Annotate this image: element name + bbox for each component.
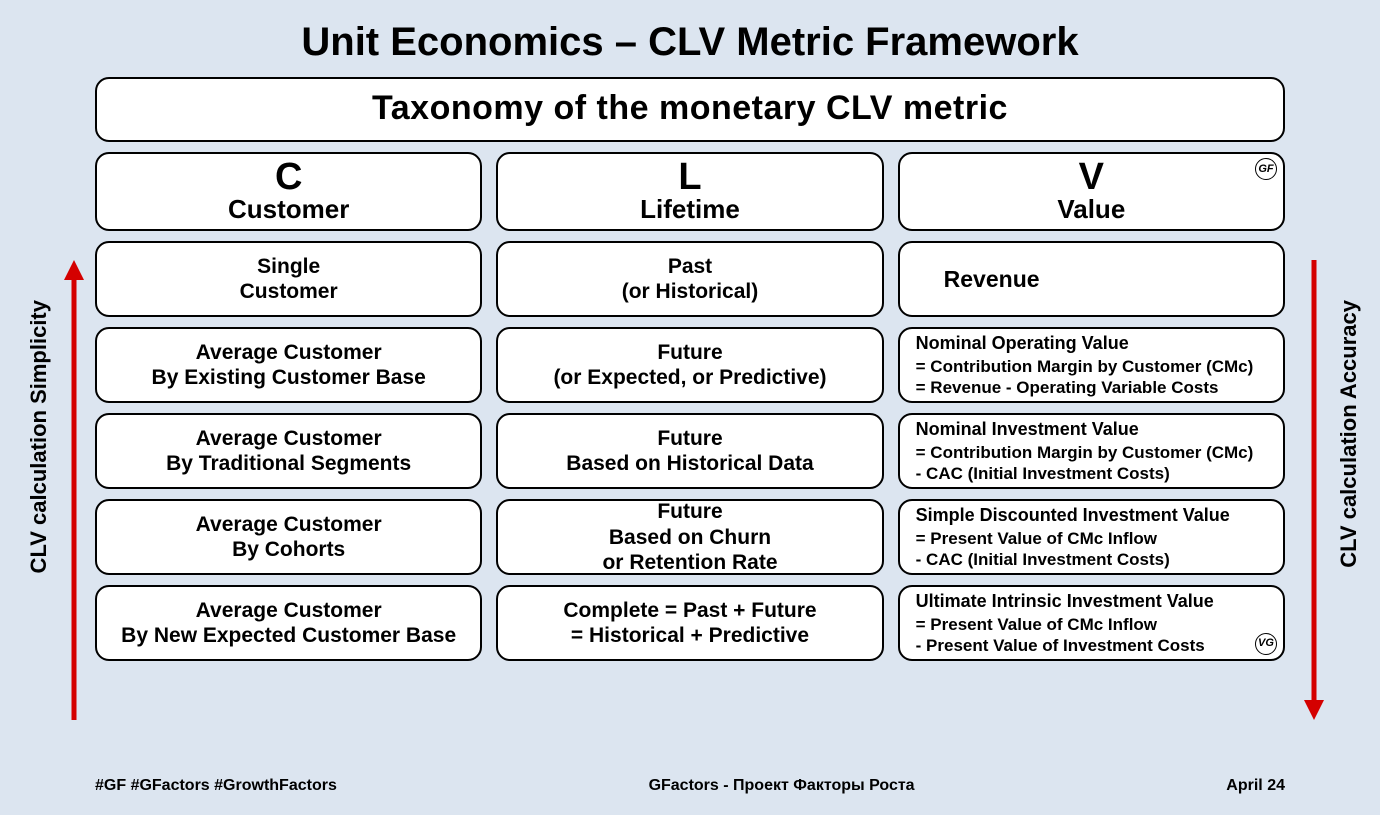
cell-line: By Cohorts [232, 537, 345, 563]
value-line: - CAC (Initial Investment Costs) [916, 549, 1269, 570]
col-word: Customer [97, 196, 480, 223]
lifetime-cell-4: Complete = Past + Future = Historical + … [496, 585, 883, 661]
cell-line: Complete = Past + Future [563, 598, 816, 624]
footer-right: April 24 [1226, 777, 1285, 795]
cell-line: Average Customer [196, 598, 382, 624]
cell-line: By New Expected Customer Base [121, 623, 456, 649]
cell-line: Customer [240, 279, 338, 305]
customer-cell-4: Average Customer By New Expected Custome… [95, 585, 482, 661]
value-line: = Contribution Margin by Customer (CMc) [916, 442, 1269, 463]
col-header-lifetime: L Lifetime [496, 152, 883, 231]
footer-center: GFactors - Проект Факторы Роста [649, 777, 915, 795]
column-customer: C Customer Single Customer Average Custo… [95, 152, 482, 661]
value-line: = Revenue - Operating Variable Costs [916, 377, 1269, 398]
col-letter: V [900, 158, 1283, 196]
lifetime-cell-3: Future Based on Churn or Retention Rate [496, 499, 883, 575]
arrow-down-accuracy [1302, 260, 1326, 720]
col-header-value: V Value GF [898, 152, 1285, 231]
page-content: Unit Economics – CLV Metric Framework Ta… [95, 20, 1285, 661]
arrow-up-simplicity [62, 260, 86, 720]
customer-cell-3: Average Customer By Cohorts [95, 499, 482, 575]
taxonomy-bar: Taxonomy of the monetary CLV metric [95, 77, 1285, 142]
cell-line: By Existing Customer Base [152, 365, 426, 391]
lifetime-cell-0: Past (or Historical) [496, 241, 883, 317]
column-value: V Value GF Revenue Nominal Operating Val… [898, 152, 1285, 661]
columns-row: C Customer Single Customer Average Custo… [95, 152, 1285, 661]
value-line: = Present Value of CMc Inflow [916, 614, 1269, 635]
value-line: - CAC (Initial Investment Costs) [916, 463, 1269, 484]
col-word: Value [900, 196, 1283, 223]
cell-line: By Traditional Segments [166, 451, 411, 477]
cell-line: Based on Historical Data [566, 451, 813, 477]
cell-line: or Retention Rate [602, 550, 777, 576]
cell-line: Average Customer [196, 426, 382, 452]
value-cell-2: Nominal Investment Value = Contribution … [898, 413, 1285, 489]
customer-cell-2: Average Customer By Traditional Segments [95, 413, 482, 489]
cell-line: Single [257, 254, 320, 280]
cell-line: (or Expected, or Predictive) [553, 365, 826, 391]
value-title: Simple Discounted Investment Value [916, 504, 1269, 527]
cell-line: (or Historical) [622, 279, 759, 305]
value-line: - Present Value of Investment Costs [916, 635, 1269, 656]
value-cell-3: Simple Discounted Investment Value = Pre… [898, 499, 1285, 575]
badge-gf: GF [1255, 158, 1277, 180]
side-label-accuracy: CLV calculation Accuracy [1336, 300, 1362, 568]
value-cell-0: Revenue [898, 241, 1285, 317]
cell-line: Future [657, 340, 722, 366]
value-title: Ultimate Intrinsic Investment Value [916, 590, 1269, 613]
side-label-simplicity: CLV calculation Simplicity [26, 300, 52, 573]
cell-line: Based on Churn [609, 525, 771, 551]
col-letter: L [498, 158, 881, 196]
cell-line: Future [657, 426, 722, 452]
lifetime-cell-2: Future Based on Historical Data [496, 413, 883, 489]
value-title: Nominal Operating Value [916, 332, 1269, 355]
col-word: Lifetime [498, 196, 881, 223]
cell-line: Average Customer [196, 340, 382, 366]
value-line: = Contribution Margin by Customer (CMc) [916, 356, 1269, 377]
value-title: Nominal Investment Value [916, 418, 1269, 441]
value-title: Revenue [916, 265, 1269, 294]
lifetime-cell-1: Future (or Expected, or Predictive) [496, 327, 883, 403]
footer-left: #GF #GFactors #GrowthFactors [95, 777, 337, 795]
cell-line: = Historical + Predictive [571, 623, 809, 649]
value-cell-1: Nominal Operating Value = Contribution M… [898, 327, 1285, 403]
customer-cell-0: Single Customer [95, 241, 482, 317]
col-header-customer: C Customer [95, 152, 482, 231]
customer-cell-1: Average Customer By Existing Customer Ba… [95, 327, 482, 403]
cell-line: Future [657, 499, 722, 525]
badge-vg: VG [1255, 633, 1277, 655]
cell-line: Average Customer [196, 512, 382, 538]
footer: #GF #GFactors #GrowthFactors GFactors - … [95, 777, 1285, 795]
column-lifetime: L Lifetime Past (or Historical) Future (… [496, 152, 883, 661]
value-line: = Present Value of CMc Inflow [916, 528, 1269, 549]
page-title: Unit Economics – CLV Metric Framework [95, 20, 1285, 65]
value-cell-4: Ultimate Intrinsic Investment Value = Pr… [898, 585, 1285, 661]
col-letter: C [97, 158, 480, 196]
cell-line: Past [668, 254, 712, 280]
